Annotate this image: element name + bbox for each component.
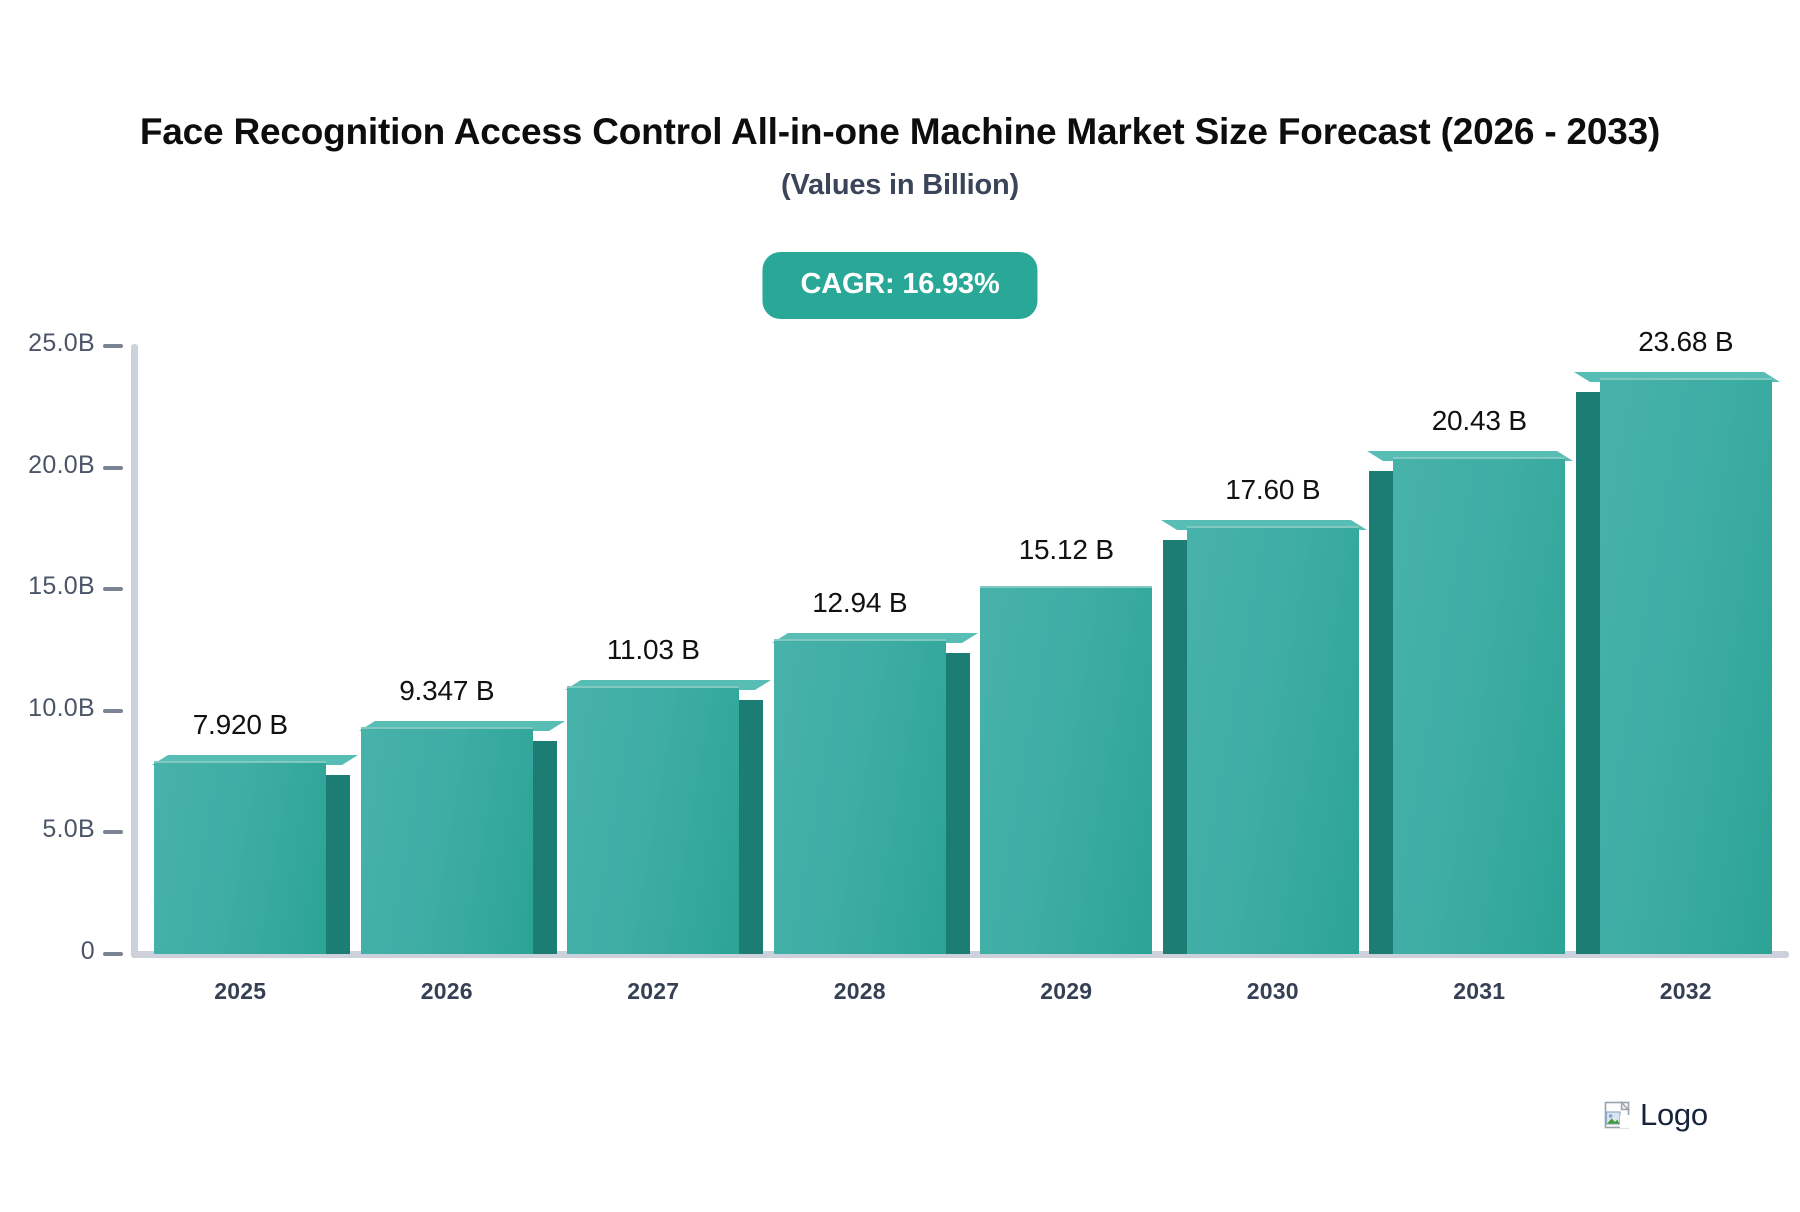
x-axis-label-2030: 2030 bbox=[1246, 978, 1299, 1004]
y-axis-tick-mark bbox=[103, 952, 123, 956]
x-axis-label-2032: 2032 bbox=[1659, 978, 1712, 1004]
x-axis-label-2026: 2026 bbox=[420, 978, 473, 1004]
y-axis-tick-label: 5.0B bbox=[42, 815, 95, 844]
chart-subtitle: (Values in Billion) bbox=[781, 169, 1019, 202]
bar-value-label: 23.68 B bbox=[1638, 326, 1734, 358]
bar-2031[interactable]: 20.43 B bbox=[1367, 405, 1574, 954]
bar-front-face bbox=[1186, 525, 1359, 954]
bar-2028[interactable]: 12.94 B bbox=[771, 587, 978, 954]
logo-alt-text: Logo bbox=[1640, 1097, 1708, 1132]
y-axis-tick-label: 25.0B bbox=[28, 329, 95, 357]
bar-side-face bbox=[326, 775, 351, 954]
y-axis-tick-label: 20.0B bbox=[28, 450, 95, 479]
bar-front-face bbox=[567, 685, 740, 954]
bar-2027[interactable]: 11.03 B bbox=[565, 634, 772, 954]
y-axis-tick-mark bbox=[103, 344, 123, 348]
bar-front-face bbox=[154, 761, 327, 954]
y-axis-tick-label: 0 bbox=[80, 937, 95, 965]
x-axis-label-2028: 2028 bbox=[833, 978, 886, 1004]
bar-front-face bbox=[360, 726, 533, 954]
bar-side-face bbox=[1369, 471, 1394, 954]
bar-value-label: 15.12 B bbox=[1018, 534, 1114, 566]
bar-value-label: 20.43 B bbox=[1431, 405, 1527, 437]
bar-front-face bbox=[773, 639, 946, 954]
bar-2030[interactable]: 17.60 B bbox=[1160, 474, 1367, 954]
bar-side-face bbox=[1575, 392, 1600, 954]
y-axis-tick-mark bbox=[103, 465, 123, 470]
bar-front-face bbox=[1393, 457, 1566, 954]
y-axis-tick-mark bbox=[103, 830, 123, 835]
x-axis-line bbox=[131, 951, 1789, 958]
bar-front-face bbox=[1599, 378, 1772, 954]
y-axis-tick-label: 10.0B bbox=[28, 693, 95, 722]
bar-2025[interactable]: 7.920 B bbox=[152, 709, 359, 954]
x-axis-label-2025: 2025 bbox=[214, 978, 267, 1004]
bar-value-label: 9.347 B bbox=[399, 674, 495, 706]
bar-side-face bbox=[739, 699, 764, 954]
broken-image-icon bbox=[1604, 1098, 1638, 1132]
bar-2029[interactable]: 15.12 B bbox=[980, 534, 1153, 954]
bar-2026[interactable]: 9.347 B bbox=[358, 675, 565, 954]
bar-value-label: 17.60 B bbox=[1225, 473, 1321, 505]
bar-value-label: 11.03 B bbox=[606, 633, 700, 665]
x-axis-label-2027: 2027 bbox=[627, 978, 680, 1004]
y-axis-line bbox=[131, 344, 138, 958]
y-axis-tick-mark bbox=[103, 587, 123, 592]
y-axis-tick-mark bbox=[103, 708, 123, 713]
bar-front-face bbox=[980, 586, 1153, 954]
chart-title: Face Recognition Access Control All-in-o… bbox=[139, 111, 1661, 152]
x-axis-label-2031: 2031 bbox=[1453, 978, 1506, 1004]
x-axis-label-2029: 2029 bbox=[1040, 978, 1093, 1004]
bar-side-face bbox=[1162, 539, 1187, 954]
bar-side-face bbox=[945, 653, 970, 954]
y-axis-tick-label: 15.0B bbox=[28, 572, 95, 601]
bar-value-label: 7.920 B bbox=[192, 709, 288, 741]
bar-side-face bbox=[532, 740, 557, 954]
bar-value-label: 12.94 B bbox=[812, 587, 908, 619]
chart-header: Face Recognition Access Control All-in-o… bbox=[100, 108, 1700, 202]
footer-logo: Logo bbox=[1604, 1097, 1708, 1133]
bar-2032[interactable]: 23.68 B bbox=[1573, 326, 1780, 954]
cagr-badge: CAGR: 16.93% bbox=[762, 252, 1038, 319]
